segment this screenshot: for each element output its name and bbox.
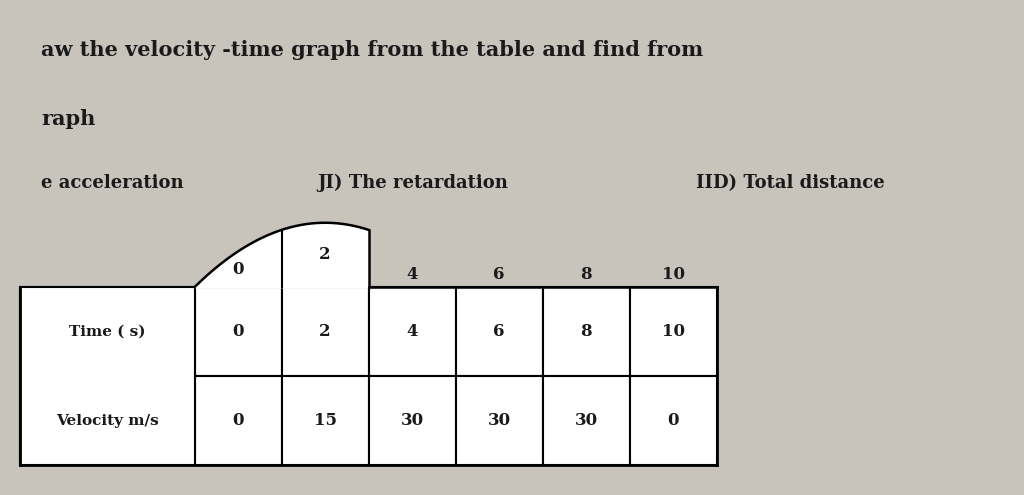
Bar bbox=[20, 287, 195, 465]
Bar bbox=[543, 287, 630, 376]
Text: Time ( s): Time ( s) bbox=[70, 325, 145, 339]
Text: 4: 4 bbox=[407, 266, 418, 283]
Bar bbox=[282, 287, 369, 376]
Text: aw the velocity -time graph from the table and find from: aw the velocity -time graph from the tab… bbox=[41, 40, 703, 59]
Text: raph: raph bbox=[41, 109, 95, 129]
Bar bbox=[195, 376, 282, 465]
Text: 8: 8 bbox=[581, 323, 592, 340]
Text: 0: 0 bbox=[668, 412, 679, 429]
Text: 0: 0 bbox=[232, 412, 244, 429]
Text: 10: 10 bbox=[662, 323, 685, 340]
Text: e acceleration: e acceleration bbox=[41, 174, 183, 192]
Text: 0: 0 bbox=[232, 323, 244, 340]
Bar bbox=[630, 376, 717, 465]
Text: 15: 15 bbox=[313, 412, 337, 429]
Text: 6: 6 bbox=[494, 323, 505, 340]
Text: Velocity m/s: Velocity m/s bbox=[56, 414, 159, 428]
Text: 30: 30 bbox=[574, 412, 598, 429]
Bar bbox=[195, 287, 282, 376]
Text: IID) Total distance: IID) Total distance bbox=[696, 174, 885, 192]
Text: 2: 2 bbox=[319, 323, 331, 340]
Text: 10: 10 bbox=[662, 266, 685, 283]
Text: 6: 6 bbox=[494, 266, 505, 283]
Bar bbox=[369, 287, 456, 376]
Bar bbox=[369, 376, 456, 465]
Text: 30: 30 bbox=[400, 412, 424, 429]
Text: 2: 2 bbox=[319, 247, 331, 263]
Bar bbox=[20, 376, 195, 465]
Bar bbox=[630, 287, 717, 376]
Text: 30: 30 bbox=[487, 412, 511, 429]
Bar bbox=[543, 376, 630, 465]
Bar bbox=[20, 287, 195, 376]
Text: 8: 8 bbox=[581, 266, 592, 283]
Bar bbox=[456, 287, 543, 376]
Bar bbox=[282, 376, 369, 465]
Text: JI) The retardation: JI) The retardation bbox=[317, 174, 508, 192]
Text: 4: 4 bbox=[407, 323, 418, 340]
Text: 0: 0 bbox=[232, 261, 244, 278]
Bar bbox=[456, 376, 543, 465]
